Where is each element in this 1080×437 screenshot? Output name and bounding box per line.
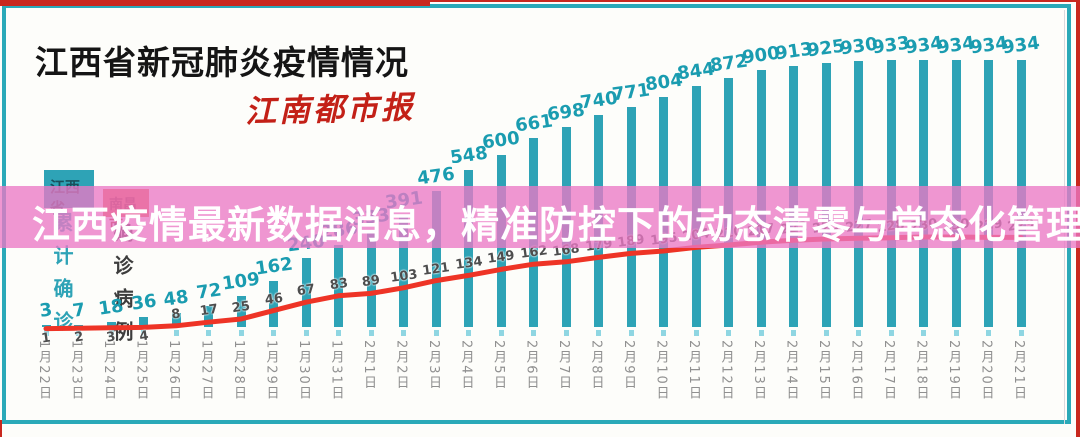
baseline-tick [758, 330, 764, 336]
headline-overlay-band [0, 186, 1080, 248]
baseline-tick [303, 330, 309, 336]
baseline-tick [856, 330, 861, 336]
x-axis-label: 2月3日 [426, 340, 441, 391]
x-axis-label: 1月29日 [263, 340, 279, 401]
x-axis-label: 1月26日 [166, 340, 181, 401]
x-axis-label: 2月8日 [588, 340, 604, 391]
bar [204, 306, 213, 327]
bar [106, 321, 116, 327]
baseline-tick [173, 330, 179, 336]
baseline-tick [628, 330, 634, 336]
baseline-tick [466, 330, 471, 336]
baseline-tick [401, 330, 406, 336]
bar [139, 316, 148, 327]
baseline-tick [271, 330, 276, 336]
baseline-tick [823, 330, 829, 336]
x-axis-label: 1月22日 [36, 340, 51, 401]
baseline-tick [43, 330, 49, 336]
bar [464, 170, 473, 327]
baseline-tick [433, 330, 439, 336]
x-axis-label: 2月17日 [881, 340, 896, 401]
red-top-strip [0, 0, 430, 6]
baseline-tick [563, 330, 569, 336]
baseline-tick [953, 330, 959, 336]
x-axis-label: 2月16日 [848, 340, 864, 401]
x-axis-label: 1月23日 [68, 340, 84, 401]
baseline-tick [108, 330, 114, 336]
x-axis-label: 2月21日 [1011, 340, 1026, 401]
bar [171, 313, 181, 327]
red-bottom-edge [0, 420, 2, 437]
x-axis-label: 2月13日 [751, 340, 766, 401]
baseline-tick [336, 330, 341, 336]
baseline-tick [921, 330, 926, 336]
bar [269, 280, 278, 327]
bar [41, 325, 51, 327]
baseline-tick [661, 330, 666, 336]
baseline-tick [1018, 330, 1024, 336]
x-axis-label: 2月5日 [491, 340, 506, 391]
bar [431, 190, 441, 327]
baseline-tick [531, 330, 536, 336]
bar [366, 231, 376, 327]
baseline-tick [238, 330, 244, 336]
bar [301, 258, 311, 327]
x-axis-label: 2月20日 [978, 340, 994, 401]
headline-text: 江西疫情最新数据消息，精准防控下的动态清零与常态化管理 [32, 203, 1080, 247]
bar [334, 245, 343, 327]
baseline-tick [206, 330, 211, 336]
x-axis-label: 2月15日 [816, 340, 831, 401]
x-axis-label: 1月30日 [296, 340, 311, 401]
x-axis-label: 1月27日 [198, 340, 214, 401]
x-axis-label: 2月12日 [718, 340, 734, 401]
baseline-tick [368, 330, 374, 336]
baseline-tick [498, 330, 504, 336]
x-axis-label: 2月18日 [913, 340, 929, 401]
x-axis-label: 1月28日 [231, 340, 246, 401]
x-axis-label: 2月11日 [686, 340, 701, 401]
x-axis-label: 2月7日 [556, 340, 571, 391]
x-axis-label: 2月10日 [653, 340, 669, 401]
baseline-tick [986, 330, 991, 336]
x-axis-label: 2月4日 [458, 340, 474, 391]
x-axis-label: 2月9日 [621, 340, 636, 391]
bar [399, 215, 408, 327]
baseline-tick [76, 330, 81, 336]
x-axis-label: 1月24日 [101, 340, 116, 401]
x-axis-label: 2月14日 [783, 340, 799, 401]
baseline-tick [141, 330, 146, 336]
x-axis-label: 1月25日 [133, 340, 149, 401]
baseline-tick [693, 330, 699, 336]
baseline-tick [888, 330, 894, 336]
x-axis-label: 2月2日 [393, 340, 409, 391]
baseline-tick [791, 330, 796, 336]
baseline-tick [726, 330, 731, 336]
x-axis-label: 2月6日 [523, 340, 539, 391]
x-axis-label: 1月31日 [328, 340, 344, 401]
baseline-tick [596, 330, 601, 336]
bar [236, 295, 246, 327]
x-axis-label: 2月1日 [361, 340, 376, 391]
red-top-edge [0, 0, 1080, 2]
page-title: 江西省新冠肺炎疫情情况 [35, 43, 409, 82]
x-axis-label: 2月19日 [946, 340, 961, 401]
